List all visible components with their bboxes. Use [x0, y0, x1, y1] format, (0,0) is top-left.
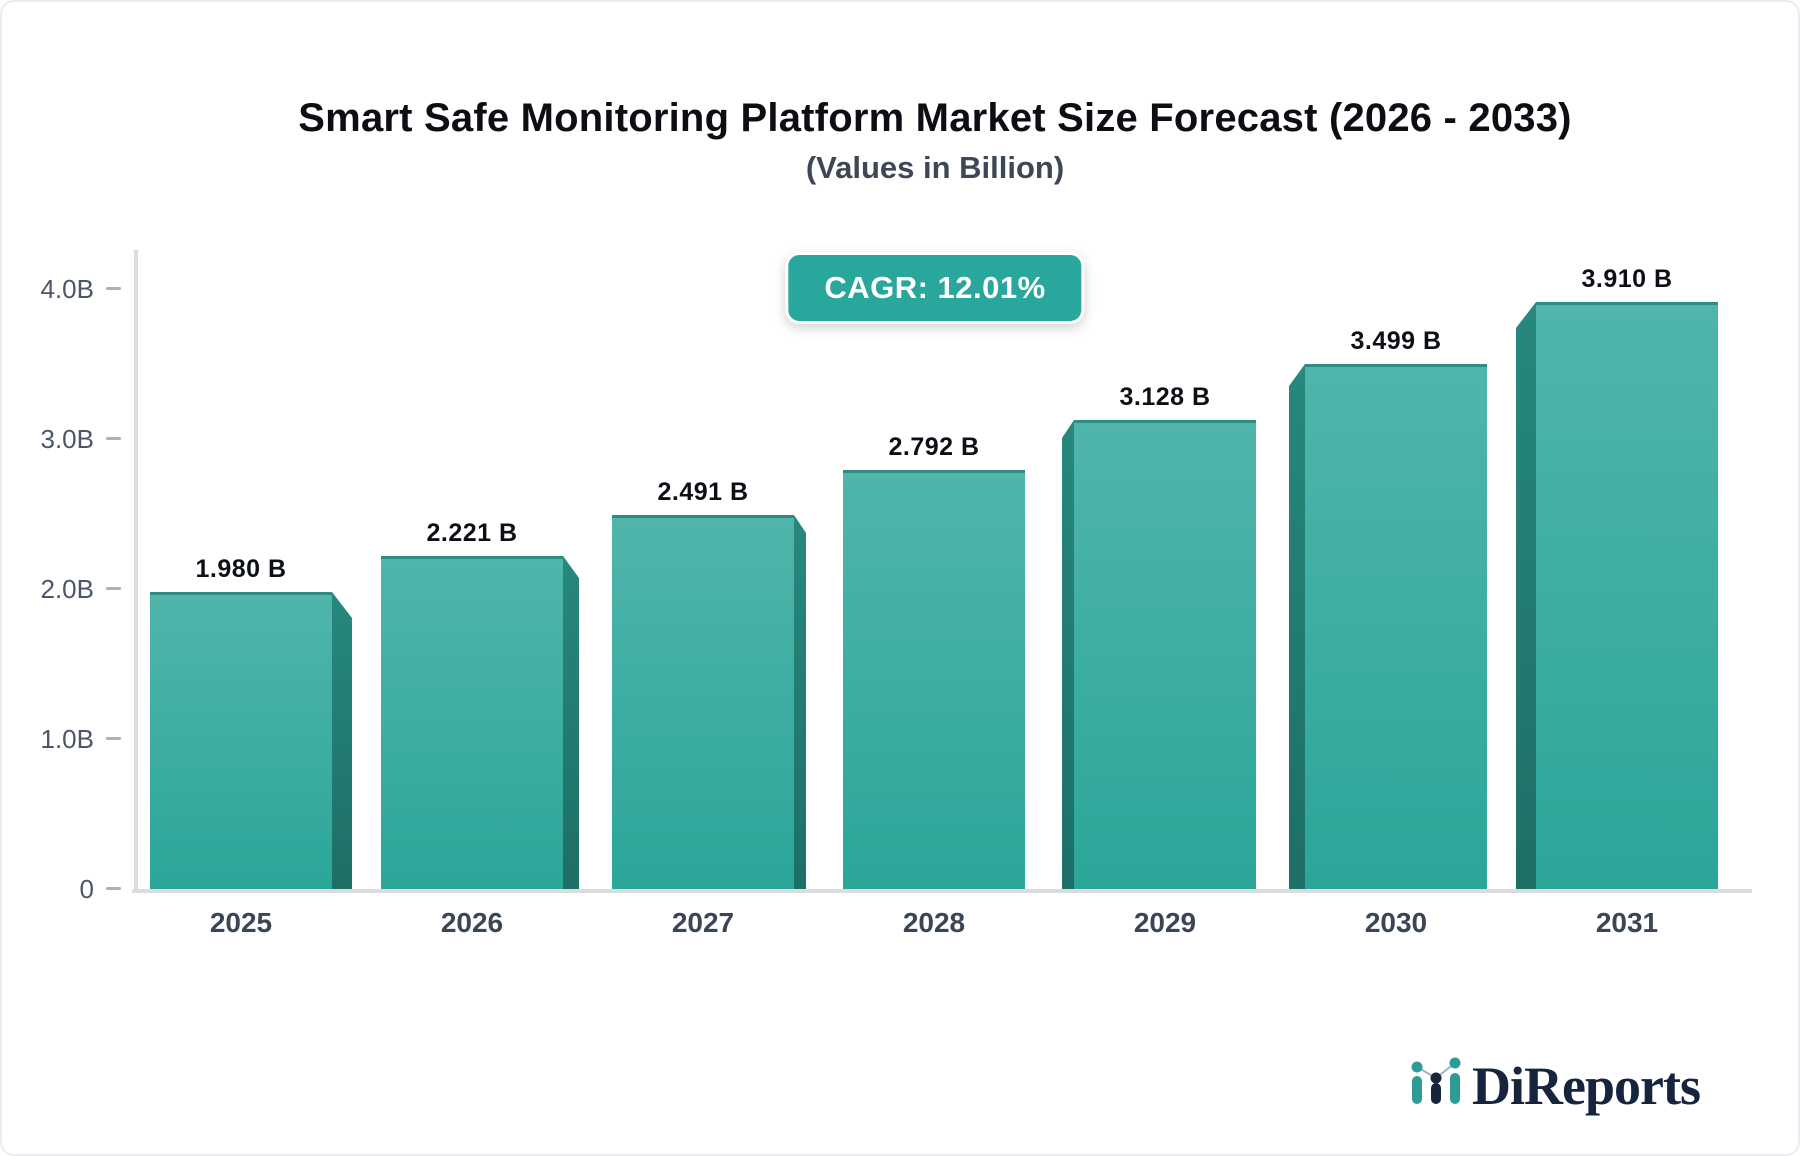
y-tick [106, 587, 121, 590]
x-axis-label-2031: 2031 [1595, 907, 1659, 938]
y-tick [106, 887, 121, 890]
y-tick [106, 437, 121, 440]
bar-2025 [150, 592, 332, 889]
x-axis-label-2028: 2028 [902, 907, 966, 938]
bar-value-label: 1.980 B [195, 555, 287, 583]
bar-value-label: 2.221 B [426, 519, 518, 547]
y-tick-label: 1.0B [40, 724, 95, 754]
x-axis-label-2027: 2027 [671, 907, 735, 938]
cagr-badge: CAGR: 12.01% [785, 252, 1085, 324]
plot-area: 1.980 B 2.221 B 2.491 B 2.792 B 3.128 B 3.499… [138, 265, 1752, 889]
bar-3d-side-2030 [1289, 364, 1305, 889]
bar-3d-side-2026 [563, 556, 579, 889]
bar-2027 [612, 515, 794, 889]
bar-3d-side-2025 [332, 592, 352, 889]
x-axis-label-2025: 2025 [209, 907, 273, 938]
bar-2026 [381, 556, 563, 889]
y-tick [106, 287, 121, 290]
bar-2031 [1536, 302, 1718, 889]
x-axis-labels: 2025 2026 2027 2028 2029 2030 2031 [138, 907, 1752, 947]
y-tick-label: 0 [79, 874, 94, 904]
bar-2030 [1305, 364, 1487, 889]
y-axis-line [134, 250, 138, 891]
bar-2029 [1074, 420, 1256, 889]
y-tick-label: 3.0B [40, 424, 95, 454]
logo: DiReports [1410, 1056, 1701, 1117]
bar-value-label: 2.792 B [888, 433, 980, 461]
bar-3d-side-2027 [794, 515, 806, 889]
bar-value-label: 3.128 B [1119, 383, 1211, 411]
x-axis-label-2026: 2026 [440, 907, 504, 938]
bar-2028 [843, 470, 1025, 889]
x-axis-label-2030: 2030 [1364, 907, 1428, 938]
y-axis: 0 1.0B 2.0B 3.0B 4.0B [2, 274, 138, 904]
y-tick-label: 4.0B [40, 274, 95, 304]
bar-chart-logo-icon [1411, 1057, 1461, 1104]
y-tick [106, 737, 121, 740]
bar-3d-side-2029 [1062, 420, 1074, 889]
chart-subtitle: (Values in Billion) [805, 150, 1065, 185]
bar-value-label: 3.499 B [1350, 327, 1442, 355]
x-axis-label-2029: 2029 [1133, 907, 1197, 938]
chart-title: Smart Safe Monitoring Platform Market Si… [298, 96, 1572, 140]
bar-value-label: 3.910 B [1581, 265, 1673, 293]
logo-text: DiReports [1472, 1056, 1701, 1117]
bar-3d-side-2031 [1516, 302, 1536, 889]
y-tick-label: 2.0B [40, 574, 95, 604]
x-axis-line [132, 889, 1752, 893]
bar-value-label: 2.491 B [657, 478, 749, 506]
